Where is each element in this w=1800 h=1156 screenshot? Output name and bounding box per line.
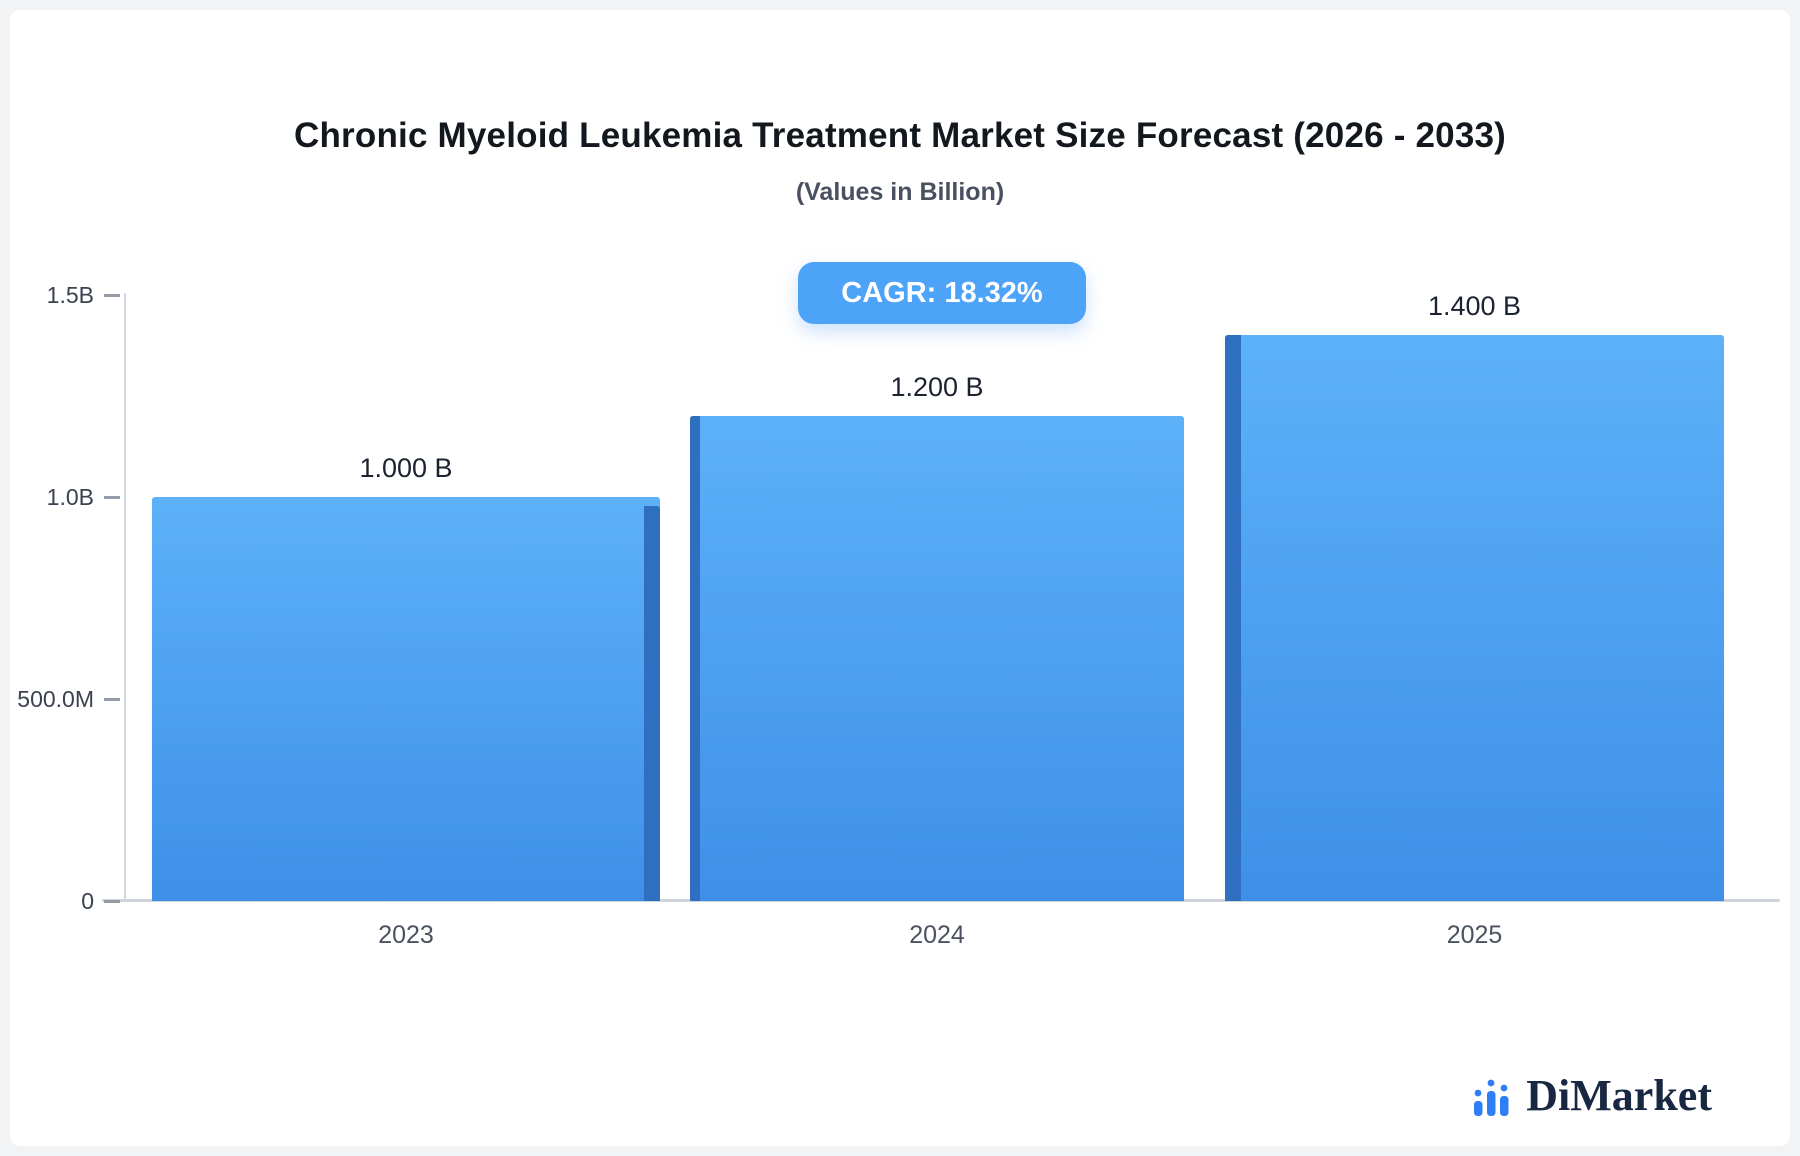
bar-2024: [690, 416, 1184, 901]
y-tick-mark: [104, 496, 120, 499]
bar-value-label: 1.400 B: [1427, 291, 1522, 322]
x-tick-label: 2023: [378, 921, 434, 949]
bar-2025: [1225, 335, 1724, 901]
y-tick-label: 1.5B: [46, 282, 94, 308]
y-tick-mark: [104, 900, 120, 903]
bar-side-shade: [690, 416, 700, 901]
x-tick-label: 2024: [909, 921, 965, 949]
x-tick-label: 2025: [1446, 921, 1503, 949]
cagr-badge: CAGR: 18.32%: [798, 262, 1086, 324]
y-axis-line: [124, 293, 126, 901]
bar-2023: [152, 497, 660, 901]
bar-value-label: 1.200 B: [890, 372, 984, 403]
logo-text: DiMarket: [1526, 1071, 1712, 1120]
y-tick-label: 1.0B: [46, 484, 94, 510]
chart-title: Chronic Myeloid Leukemia Treatment Marke…: [293, 116, 1507, 155]
y-tick-label: 500.0M: [17, 686, 94, 712]
y-tick-mark: [104, 294, 120, 297]
y-tick-label: 0: [81, 888, 94, 914]
bar-side-shade: [1225, 335, 1241, 901]
bar-side-shade: [644, 506, 660, 901]
chart-card: Chronic Myeloid Leukemia Treatment Marke…: [10, 10, 1790, 1146]
chart-subtitle: (Values in Billion): [795, 178, 1005, 206]
bar-value-label: 1.000 B: [359, 453, 453, 483]
y-tick-mark: [104, 698, 120, 701]
logo-bars-icon: [1474, 1079, 1509, 1116]
logo: DiMarket: [1469, 1074, 1712, 1118]
